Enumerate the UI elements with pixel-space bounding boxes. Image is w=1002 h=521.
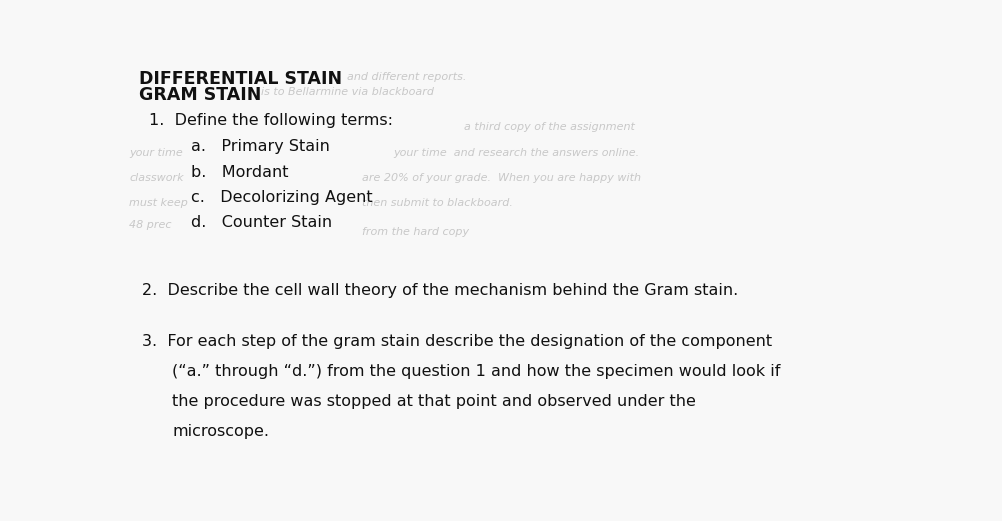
Text: then submit to blackboard.: then submit to blackboard.	[362, 197, 513, 207]
Text: must keep: must keep	[129, 197, 188, 207]
Text: and different reports.: and different reports.	[347, 72, 466, 82]
Text: a.   Primary Stain: a. Primary Stain	[191, 139, 330, 154]
Text: a third copy of the assignment: a third copy of the assignment	[463, 122, 633, 132]
Text: 48 prec: 48 prec	[129, 220, 171, 230]
Text: GRAM STAIN: GRAM STAIN	[139, 85, 262, 104]
Text: d.   Counter Stain: d. Counter Stain	[191, 215, 333, 230]
Text: is to Bellarmine via blackboard: is to Bellarmine via blackboard	[262, 87, 434, 97]
Text: b.   Mordant: b. Mordant	[191, 165, 289, 180]
Text: the procedure was stopped at that point and observed under the: the procedure was stopped at that point …	[172, 394, 695, 409]
Text: 3.  For each step of the gram stain describe the designation of the component: 3. For each step of the gram stain descr…	[142, 334, 772, 349]
Text: from the hard copy: from the hard copy	[362, 227, 469, 237]
Text: (“a.” through “d.”) from the question 1 and how the specimen would look if: (“a.” through “d.”) from the question 1 …	[172, 364, 780, 379]
Text: your time: your time	[129, 148, 182, 158]
Text: c.   Decolorizing Agent: c. Decolorizing Agent	[191, 190, 373, 205]
Text: DIFFERENTIAL STAIN: DIFFERENTIAL STAIN	[139, 70, 342, 88]
Text: your time  and research the answers online.: your time and research the answers onlin…	[393, 148, 639, 158]
Text: 1.  Define the following terms:: 1. Define the following terms:	[148, 113, 393, 128]
Text: 2.  Describe the cell wall theory of the mechanism behind the Gram stain.: 2. Describe the cell wall theory of the …	[142, 283, 738, 298]
Text: microscope.: microscope.	[172, 424, 269, 439]
Text: classwork: classwork	[129, 172, 183, 183]
Text: are 20% of your grade.  When you are happy with: are 20% of your grade. When you are happ…	[362, 172, 641, 183]
